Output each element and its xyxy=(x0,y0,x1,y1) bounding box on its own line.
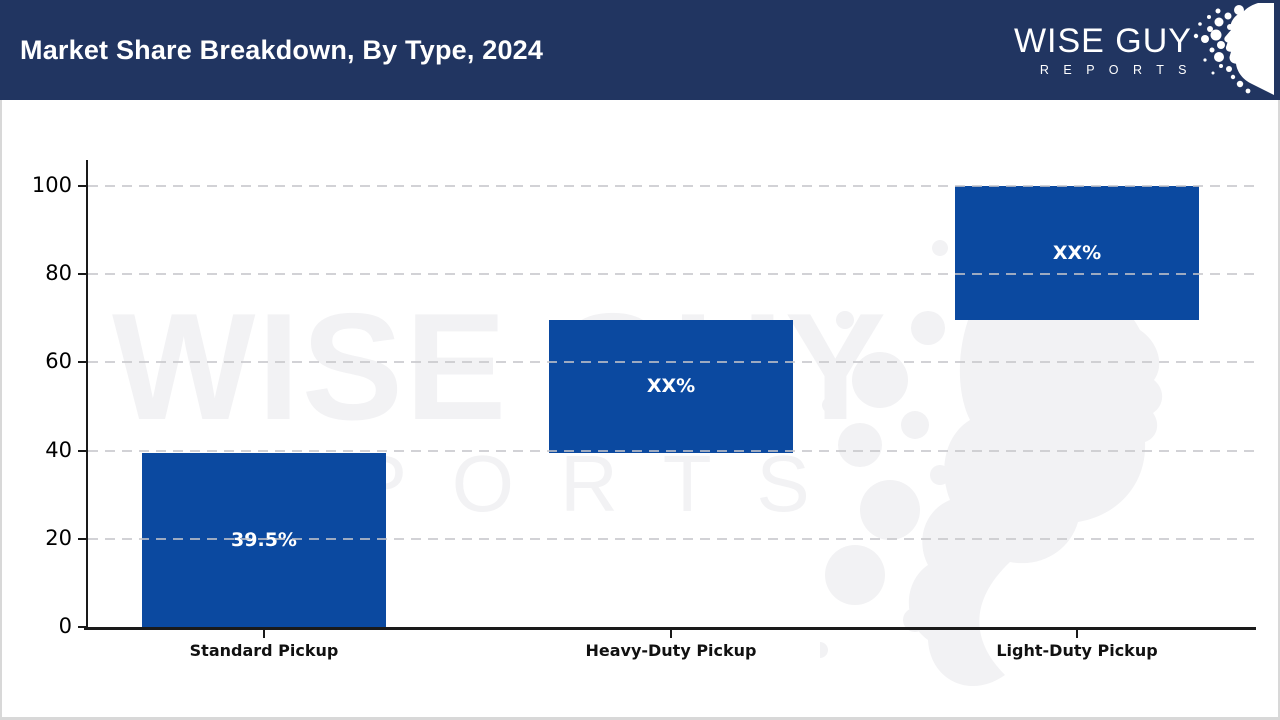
x-tick xyxy=(263,630,265,638)
logo-subtitle: R E P O R T S xyxy=(1039,62,1192,77)
bar-value-label: 39.5% xyxy=(231,528,297,551)
y-tick xyxy=(78,361,86,364)
logo-wordmark: WISE GUY xyxy=(1013,21,1192,60)
bar-value-label: XX% xyxy=(1052,242,1102,265)
page-border-right xyxy=(1278,100,1280,720)
bar-segment: XX% xyxy=(955,186,1199,321)
bar-segment: XX% xyxy=(549,320,793,453)
wiseguy-face-icon xyxy=(1193,3,1274,95)
page-border-left xyxy=(0,100,2,720)
y-tick xyxy=(78,537,86,540)
gridline xyxy=(88,537,1256,540)
category-label: Heavy-Duty Pickup xyxy=(585,641,757,660)
gridline xyxy=(88,273,1256,276)
y-tick xyxy=(78,449,86,452)
y-tick xyxy=(78,185,86,187)
x-tick xyxy=(1076,630,1078,638)
page-title: Market Share Breakdown, By Type, 2024 xyxy=(20,34,544,65)
category-label: Standard Pickup xyxy=(189,641,339,660)
bar-value-label: XX% xyxy=(646,375,696,398)
y-tick-label: 0 xyxy=(58,614,72,638)
y-tick xyxy=(78,626,86,628)
y-tick-label: 20 xyxy=(45,525,72,550)
x-axis xyxy=(84,627,1256,630)
y-tick-label: 40 xyxy=(45,437,72,462)
bar-segment: 39.5% xyxy=(142,452,386,627)
y-tick-label: 60 xyxy=(45,349,72,374)
page-border-bottom xyxy=(0,717,1280,720)
y-axis xyxy=(86,160,88,630)
y-tick-label: 80 xyxy=(45,261,72,286)
header-bar: Market Share Breakdown, By Type, 2024 WI… xyxy=(0,0,1280,100)
y-tick xyxy=(78,273,86,276)
logo-text: WISE GUY R E P O R T S xyxy=(1014,24,1192,77)
gridline xyxy=(88,185,1256,187)
x-tick xyxy=(670,630,672,638)
category-label: Light-Duty Pickup xyxy=(996,641,1158,660)
y-tick-label: 100 xyxy=(31,173,72,197)
gridline xyxy=(88,361,1256,364)
wiseguy-logo: WISE GUY R E P O R T S xyxy=(1014,0,1280,100)
gridline xyxy=(88,449,1256,452)
